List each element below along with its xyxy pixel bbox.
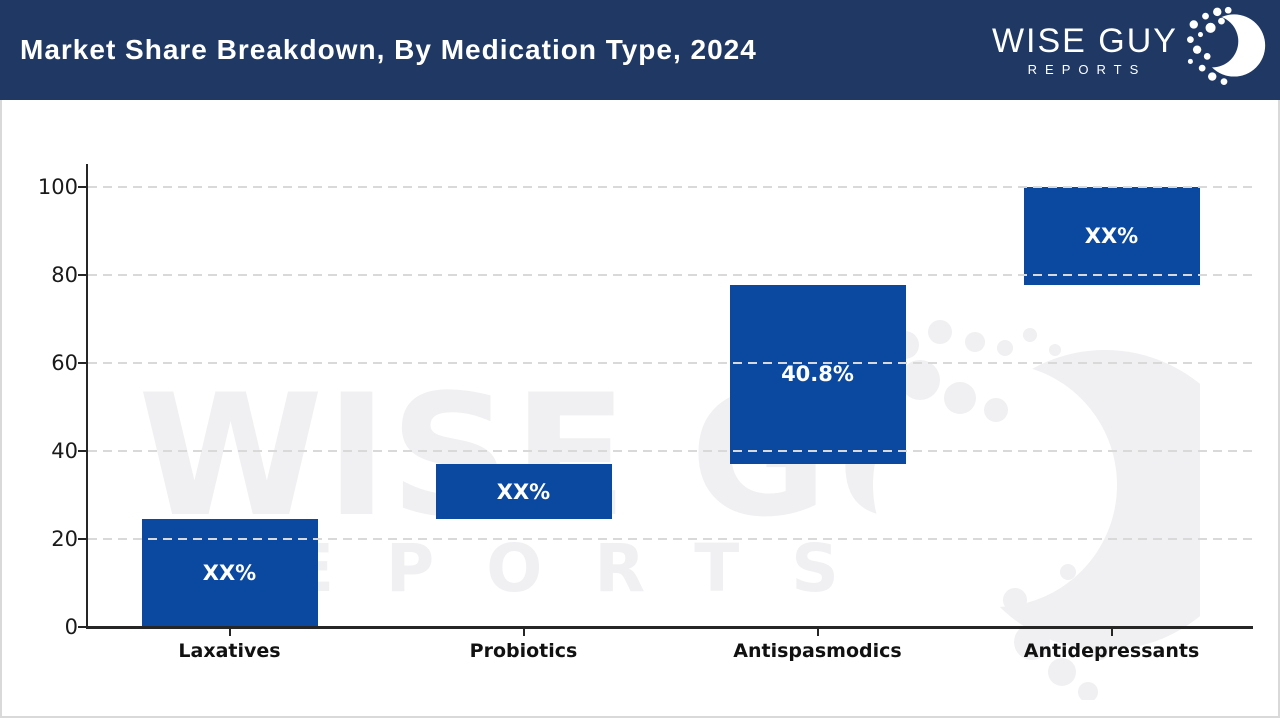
x-tick-mark [816, 627, 819, 636]
bar [141, 519, 318, 627]
bar-label: XX% [1084, 223, 1139, 248]
wiseguy-face-icon [1182, 4, 1266, 96]
bar [1023, 187, 1200, 285]
y-tick-mark [78, 538, 87, 540]
y-tick-mark [78, 626, 87, 628]
x-tick-mark [522, 627, 525, 636]
bar-label: XX% [496, 479, 551, 504]
gridline [88, 186, 1253, 188]
x-tick-mark [1110, 627, 1113, 636]
x-category-label: Laxatives [178, 640, 281, 662]
x-category-label: Antidepressants [1023, 640, 1200, 662]
gridline [88, 274, 1253, 276]
bar-label: XX% [202, 561, 257, 586]
x-category-label: Probiotics [469, 640, 578, 662]
brand-logo-text: WISE GUY REPORTS [992, 24, 1178, 76]
y-axis-line [86, 164, 88, 629]
x-axis-line [86, 626, 1253, 629]
brand-subtitle: REPORTS [1027, 62, 1147, 77]
y-tick-mark [78, 450, 87, 452]
bar [729, 284, 906, 465]
y-tick-label: 0 [64, 615, 78, 639]
chart: WISE GUY REPORTS 0 20 40 60 80 10 [0, 100, 1280, 720]
y-tick-label: 80 [51, 263, 78, 287]
y-tick-mark [78, 362, 87, 364]
gridline [88, 538, 1253, 540]
y-tick-mark [78, 186, 87, 188]
y-tick-label: 20 [51, 527, 78, 551]
x-tick-mark [228, 627, 231, 636]
gridline [88, 362, 1253, 364]
bar [435, 464, 612, 520]
y-tick-label: 40 [51, 439, 78, 463]
y-tick-label: 100 [37, 175, 78, 199]
page-title: Market Share Breakdown, By Medication Ty… [20, 34, 757, 65]
y-tick-mark [78, 274, 87, 276]
brand-name: WISE GUY [991, 22, 1178, 60]
bar-label: 40.8% [781, 362, 854, 387]
y-tick-label: 60 [51, 351, 78, 375]
gridline [88, 450, 1253, 452]
watermark-face-icon [800, 320, 1255, 704]
x-category-label: Antispasmodics [733, 640, 902, 662]
brand-logo: WISE GUY REPORTS [992, 4, 1266, 96]
header: Market Share Breakdown, By Medication Ty… [0, 0, 1280, 100]
